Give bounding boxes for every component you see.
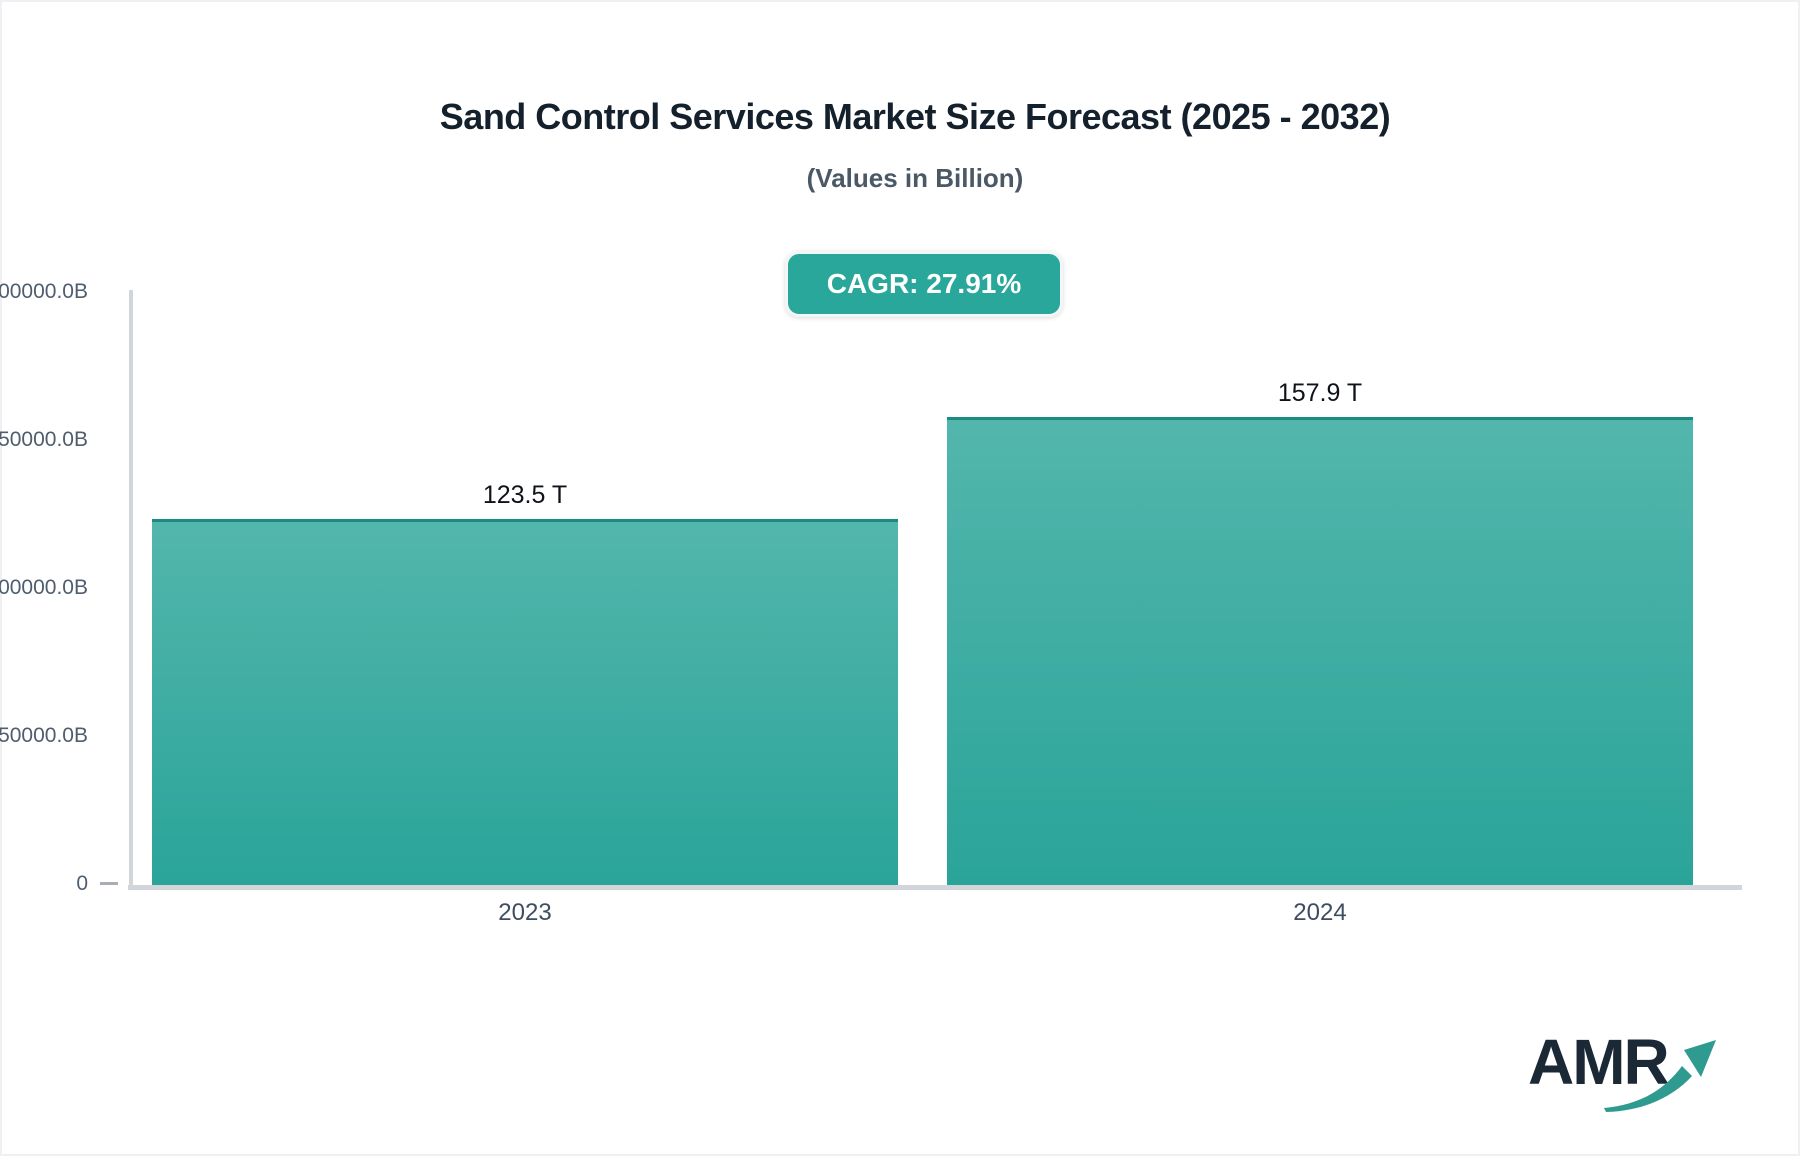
- bar-2024: [947, 417, 1693, 885]
- x-axis-line: [128, 885, 1742, 890]
- x-category-label-2023: 2023: [498, 899, 552, 926]
- bar-group-2024: 157.9 T: [947, 379, 1693, 885]
- y-tick-label-0: 0: [76, 872, 88, 895]
- y-tick-label-150000: 150000.0B: [0, 428, 88, 451]
- chart-title: Sand Control Services Market Size Foreca…: [439, 96, 1391, 137]
- y-tick-label-100000: 100000.0B: [0, 576, 88, 599]
- amr-logo-text: AMR: [1528, 1026, 1670, 1098]
- y-tick-label-200000: 200000.0B: [0, 280, 88, 303]
- amr-arrow-icon: [1604, 1040, 1716, 1112]
- chart-subtitle: (Values in Billion): [806, 163, 1024, 193]
- amr-logo: AMR: [1528, 1022, 1718, 1122]
- bar-value-label-2023: 123.5 T: [482, 481, 568, 509]
- bar-value-label-2024: 157.9 T: [1277, 379, 1363, 407]
- cagr-badge: CAGR: 27.91%: [785, 251, 1063, 317]
- x-category-label-2024: 2024: [1293, 899, 1347, 926]
- y-axis-line: [129, 290, 133, 885]
- cagr-badge-label: CAGR: 27.91%: [826, 268, 1022, 299]
- zero-tick-mark: [100, 882, 118, 885]
- y-tick-label-50000: 50000.0B: [0, 724, 88, 747]
- bar-2023: [152, 519, 898, 885]
- bar-group-2023: 123.5 T: [152, 481, 898, 885]
